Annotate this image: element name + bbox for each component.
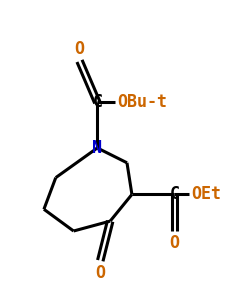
Text: O: O (169, 234, 180, 252)
Text: O: O (95, 263, 105, 282)
Text: C: C (92, 94, 102, 111)
Text: N: N (92, 139, 102, 157)
Text: C: C (169, 185, 180, 203)
Text: OBu-t: OBu-t (117, 94, 167, 111)
Text: OEt: OEt (191, 185, 221, 203)
Text: O: O (74, 40, 84, 58)
